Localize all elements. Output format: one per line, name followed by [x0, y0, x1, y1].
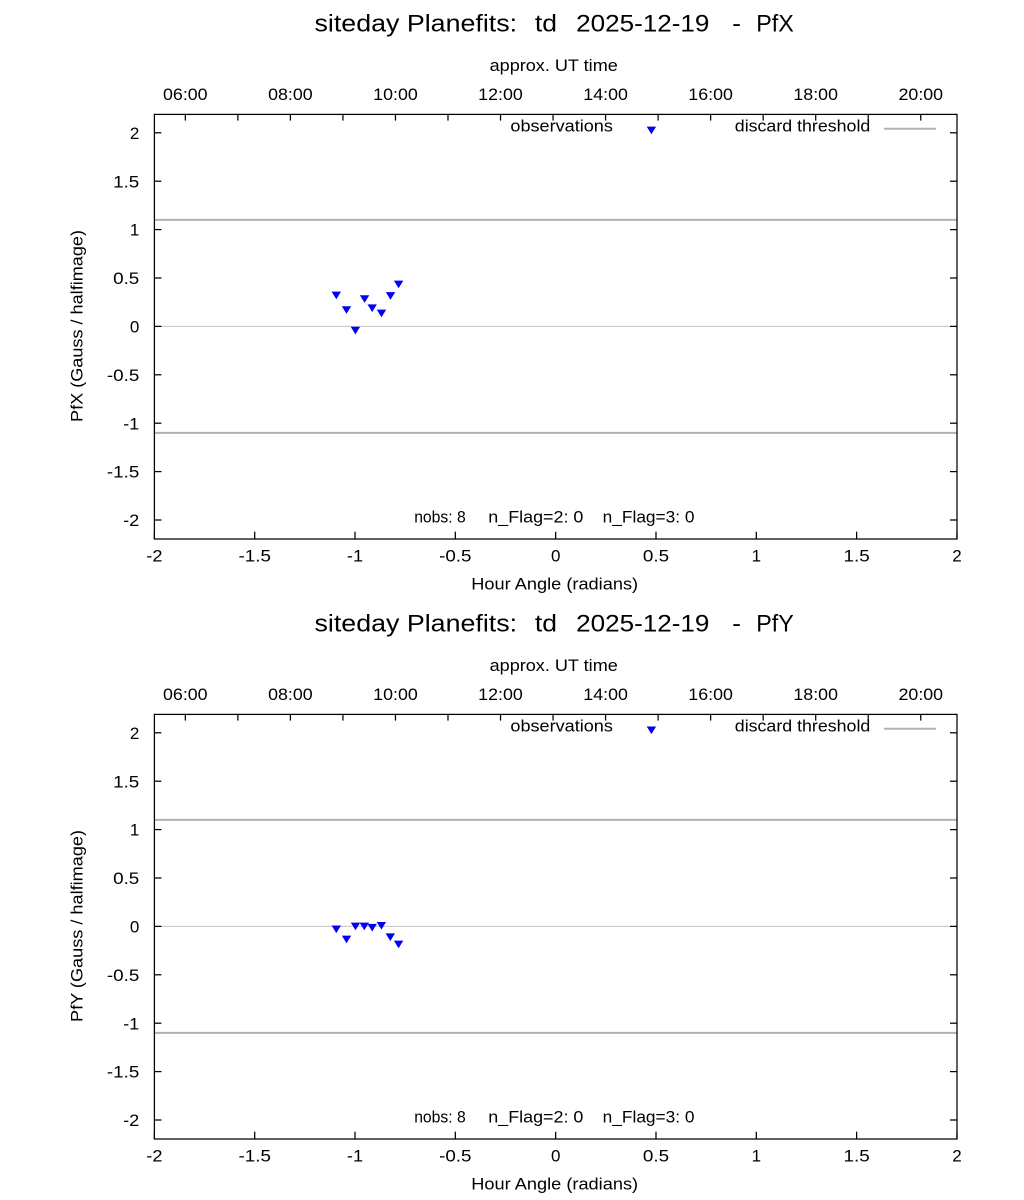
svg-text:td: td — [535, 11, 557, 38]
svg-text:Hour Angle (radians): Hour Angle (radians) — [471, 574, 638, 593]
svg-text:2: 2 — [952, 1147, 961, 1166]
svg-text:-1: -1 — [123, 414, 139, 433]
svg-text:14:00: 14:00 — [583, 85, 628, 104]
svg-text:n_Flag=2: 0: n_Flag=2: 0 — [488, 1107, 583, 1126]
svg-text:18:00: 18:00 — [793, 85, 838, 104]
svg-text:0: 0 — [551, 547, 560, 566]
svg-text:20:00: 20:00 — [899, 85, 944, 104]
svg-text:observations: observations — [510, 117, 613, 136]
svg-text:siteday Planefits:: siteday Planefits: — [315, 611, 518, 638]
svg-text:10:00: 10:00 — [373, 85, 418, 104]
svg-text:06:00: 06:00 — [163, 85, 208, 104]
svg-text:2: 2 — [952, 547, 961, 566]
svg-text:1.5: 1.5 — [844, 1147, 870, 1166]
svg-text:08:00: 08:00 — [268, 685, 313, 704]
svg-text:-0.5: -0.5 — [439, 547, 471, 566]
svg-text:-: - — [732, 11, 741, 38]
svg-text:2025-12-19: 2025-12-19 — [576, 11, 709, 38]
svg-text:-2: -2 — [146, 1147, 162, 1166]
svg-text:-1.5: -1.5 — [107, 463, 139, 482]
svg-text:discard threshold: discard threshold — [735, 117, 871, 136]
svg-text:1.5: 1.5 — [113, 172, 139, 191]
svg-text:1.5: 1.5 — [844, 547, 870, 566]
svg-text:-2: -2 — [123, 511, 139, 530]
svg-text:0.5: 0.5 — [643, 547, 669, 566]
svg-text:n_Flag=3: 0: n_Flag=3: 0 — [603, 507, 695, 526]
svg-text:-1.5: -1.5 — [239, 547, 271, 566]
svg-text:nobs: 8: nobs: 8 — [414, 507, 466, 526]
svg-text:-1: -1 — [123, 1014, 139, 1033]
svg-text:2: 2 — [130, 124, 139, 143]
svg-text:1: 1 — [130, 221, 139, 240]
svg-text:n_Flag=3: 0: n_Flag=3: 0 — [603, 1107, 695, 1126]
svg-text:PfX: PfX — [756, 11, 794, 38]
svg-text:-1: -1 — [347, 1147, 363, 1166]
svg-text:-: - — [732, 611, 741, 638]
svg-text:10:00: 10:00 — [373, 685, 418, 704]
svg-text:PfY (Gauss / halfimage): PfY (Gauss / halfimage) — [67, 830, 86, 1022]
svg-text:-0.5: -0.5 — [107, 966, 139, 985]
svg-text:-1: -1 — [347, 547, 363, 566]
svg-text:20:00: 20:00 — [899, 685, 944, 704]
svg-text:approx. UT time: approx. UT time — [490, 56, 618, 75]
svg-text:1.5: 1.5 — [113, 772, 139, 791]
svg-text:2025-12-19: 2025-12-19 — [576, 611, 709, 638]
svg-text:1: 1 — [752, 547, 761, 566]
svg-text:PfY: PfY — [756, 611, 794, 638]
svg-text:1: 1 — [752, 1147, 761, 1166]
svg-text:0.5: 0.5 — [113, 269, 139, 288]
svg-text:0: 0 — [551, 1147, 560, 1166]
svg-text:1: 1 — [130, 821, 139, 840]
svg-text:discard threshold: discard threshold — [735, 717, 871, 736]
svg-text:0.5: 0.5 — [643, 1147, 669, 1166]
svg-text:0.5: 0.5 — [113, 869, 139, 888]
svg-text:PfX (Gauss / halfimage): PfX (Gauss / halfimage) — [67, 230, 86, 422]
svg-text:-1.5: -1.5 — [239, 1147, 271, 1166]
svg-text:06:00: 06:00 — [163, 685, 208, 704]
svg-text:n_Flag=2: 0: n_Flag=2: 0 — [488, 507, 583, 526]
svg-text:approx. UT time: approx. UT time — [490, 656, 618, 675]
svg-text:08:00: 08:00 — [268, 85, 313, 104]
svg-text:siteday Planefits:: siteday Planefits: — [315, 11, 518, 38]
svg-text:observations: observations — [510, 717, 613, 736]
svg-text:18:00: 18:00 — [793, 685, 838, 704]
svg-text:Hour Angle (radians): Hour Angle (radians) — [471, 1174, 638, 1193]
svg-text:-0.5: -0.5 — [107, 366, 139, 385]
svg-text:16:00: 16:00 — [688, 685, 733, 704]
svg-text:12:00: 12:00 — [478, 685, 523, 704]
svg-text:2: 2 — [130, 724, 139, 743]
svg-text:14:00: 14:00 — [583, 685, 628, 704]
svg-text:td: td — [535, 611, 557, 638]
svg-text:12:00: 12:00 — [478, 85, 523, 104]
svg-text:-2: -2 — [123, 1111, 139, 1130]
svg-text:0: 0 — [130, 918, 139, 937]
svg-text:-0.5: -0.5 — [439, 1147, 471, 1166]
svg-text:0: 0 — [130, 318, 139, 337]
svg-text:-1.5: -1.5 — [107, 1063, 139, 1082]
svg-text:16:00: 16:00 — [688, 85, 733, 104]
svg-text:nobs: 8: nobs: 8 — [414, 1107, 466, 1126]
svg-text:-2: -2 — [146, 547, 162, 566]
